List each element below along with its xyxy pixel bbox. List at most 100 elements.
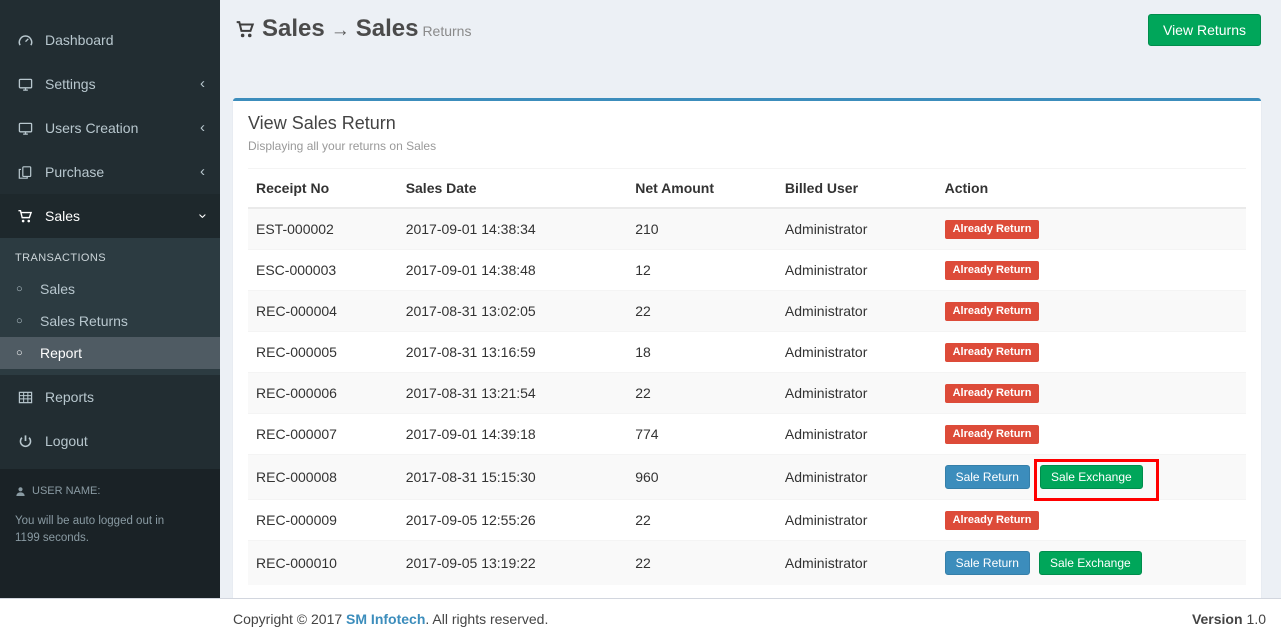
sidebar-user-block: USER NAME: You will be auto logged out i… (0, 469, 220, 598)
sales-date-cell: 2017-09-01 14:38:48 (397, 249, 628, 291)
net-amount-cell: 960 (627, 453, 777, 500)
already-return-badge: Already Return (944, 343, 1040, 362)
sidebar-item-label: Sales (45, 208, 81, 224)
billed-user-cell: Administrator (776, 372, 937, 414)
user-name-label: USER NAME: (32, 485, 101, 497)
submenu-item-sales[interactable]: ○ Sales (0, 273, 220, 305)
monitor-icon (15, 77, 35, 92)
sales-date-cell: 2017-09-01 14:38:34 (397, 207, 628, 250)
table-row: REC-000005 2017-08-31 13:16:59 18 Administr… (248, 331, 1246, 373)
sidebar-item-label: Reports (45, 389, 95, 405)
sale-exchange-button[interactable]: Sale Exchange (1039, 465, 1143, 490)
sales-date-cell: 2017-08-31 13:16:59 (397, 331, 628, 373)
table-row: REC-000009 2017-09-05 12:55:26 22 Administr… (248, 499, 1246, 541)
receipt-no-cell: REC-000005 (248, 331, 398, 373)
dashboard-icon (15, 33, 35, 48)
net-amount-cell: 774 (627, 413, 777, 455)
sidebar-item-settings[interactable]: Settings ‹ (0, 62, 220, 106)
version-label: Version (1191, 611, 1243, 627)
sales-return-panel: View Sales Return Displaying all your re… (233, 98, 1261, 602)
billed-user-cell: Administrator (776, 207, 937, 250)
submenu-item-report[interactable]: ○ Report (0, 337, 220, 369)
billed-user-cell: Administrator (776, 540, 937, 586)
copyright-suffix: . All rights reserved. (425, 611, 549, 627)
submenu-item-label: Sales (40, 281, 76, 297)
sale-exchange-button[interactable]: Sale Exchange (1038, 551, 1142, 576)
already-return-badge: Already Return (944, 425, 1040, 444)
sidebar-item-logout[interactable]: Logout (0, 419, 220, 463)
sidebar-item-dashboard[interactable]: Dashboard (0, 18, 220, 62)
chevron-left-icon: ‹ (200, 75, 205, 92)
sales-return-table-body: EST-000002 2017-09-01 14:38:34 210 Administ… (248, 207, 1246, 586)
submenu-item-label: Sales Returns (40, 313, 128, 329)
submenu-section-header: TRANSACTIONS (15, 252, 106, 264)
table-row: REC-000006 2017-08-31 13:21:54 22 Administr… (248, 372, 1246, 414)
net-amount-cell: 22 (627, 290, 777, 332)
receipt-no-cell: REC-000006 (248, 372, 398, 414)
circle-icon: ○ (16, 347, 23, 359)
net-amount-cell: 22 (627, 372, 777, 414)
action-cell: Already Return (936, 331, 1246, 373)
panel-subtitle: Displaying all your returns on Sales (248, 139, 437, 153)
user-name-row: USER NAME: (15, 485, 205, 497)
sales-date-cell: 2017-09-05 13:19:22 (397, 540, 628, 586)
circle-icon: ○ (16, 283, 23, 295)
sale-return-button[interactable]: Sale Return (944, 551, 1030, 576)
sidebar-item-purchase[interactable]: Purchase ‹ (0, 150, 220, 194)
breadcrumb-secondary: Sales (355, 15, 419, 42)
copy-icon (15, 165, 35, 180)
view-returns-button[interactable]: View Returns (1147, 14, 1261, 46)
table-row: REC-000004 2017-08-31 13:02:05 22 Administr… (248, 290, 1246, 332)
sidebar-item-label: Users Creation (45, 120, 139, 136)
table-row: EST-000002 2017-09-01 14:38:34 210 Administ… (248, 207, 1246, 250)
receipt-no-cell: REC-000010 (248, 540, 398, 586)
action-cell: Already Return (936, 207, 1246, 250)
main-content: Sales → Sales Returns View Returns View Sal… (220, 0, 1281, 602)
auto-logout-notice: You will be auto logged out in 1199 seco… (15, 515, 165, 545)
column-header-sales-date: Sales Date (397, 168, 628, 209)
billed-user-cell: Administrator (776, 290, 937, 332)
copyright-prefix: Copyright © 2017 (233, 611, 343, 627)
sale-return-button[interactable]: Sale Return (944, 465, 1030, 489)
net-amount-cell: 18 (627, 331, 777, 373)
user-icon (15, 486, 26, 497)
column-header-receipt-no: Receipt No (248, 168, 398, 209)
sidebar-item-label: Logout (45, 433, 88, 449)
action-cell: Already Return (936, 290, 1246, 332)
receipt-no-cell: ESC-000003 (248, 249, 398, 291)
footer: Copyright © 2017 SM Infotech. All rights… (0, 598, 1281, 639)
billed-user-cell: Administrator (776, 499, 937, 541)
sidebar-nav: Dashboard Settings ‹ Users Creation ‹ (0, 0, 220, 463)
submenu-item-sales-returns[interactable]: ○ Sales Returns (0, 305, 220, 337)
version-value: 1.0 (1246, 611, 1266, 627)
column-header-billed-user: Billed User (776, 168, 937, 209)
column-header-action: Action (936, 168, 1246, 209)
sales-submenu: TRANSACTIONS ○ Sales ○ Sales Returns ○ R… (0, 238, 220, 375)
sales-date-cell: 2017-09-01 14:39:18 (397, 413, 628, 455)
sidebar-item-users-creation[interactable]: Users Creation ‹ (0, 106, 220, 150)
page-title: Sales → Sales Returns (235, 14, 471, 50)
cart-icon (235, 20, 255, 50)
monitor-icon (15, 121, 35, 136)
billed-user-cell: Administrator (776, 413, 937, 455)
company-link[interactable]: SM Infotech (346, 611, 426, 627)
net-amount-cell: 210 (627, 207, 777, 250)
sidebar-item-sales[interactable]: Sales › (0, 194, 220, 238)
net-amount-cell: 22 (627, 540, 777, 586)
chevron-left-icon: ‹ (200, 163, 205, 180)
sidebar-item-reports[interactable]: Reports (0, 375, 220, 419)
sales-date-cell: 2017-08-31 13:02:05 (397, 290, 628, 332)
sidebar-item-label: Purchase (45, 164, 105, 180)
action-cell: Already Return (936, 372, 1246, 414)
already-return-badge: Already Return (944, 511, 1040, 531)
net-amount-cell: 22 (627, 499, 777, 541)
table-row: REC-000007 2017-09-01 14:39:18 774 Administ… (248, 413, 1246, 455)
billed-user-cell: Administrator (776, 249, 937, 291)
sales-date-cell: 2017-08-31 13:21:54 (397, 372, 628, 414)
power-icon (15, 434, 35, 449)
column-header-net-amount: Net Amount (627, 168, 777, 209)
sales-return-table: Receipt No Sales Date Net Amount Billed … (248, 168, 1246, 586)
action-cell: Already Return (936, 249, 1246, 291)
panel-title: View Sales Return (248, 113, 396, 133)
